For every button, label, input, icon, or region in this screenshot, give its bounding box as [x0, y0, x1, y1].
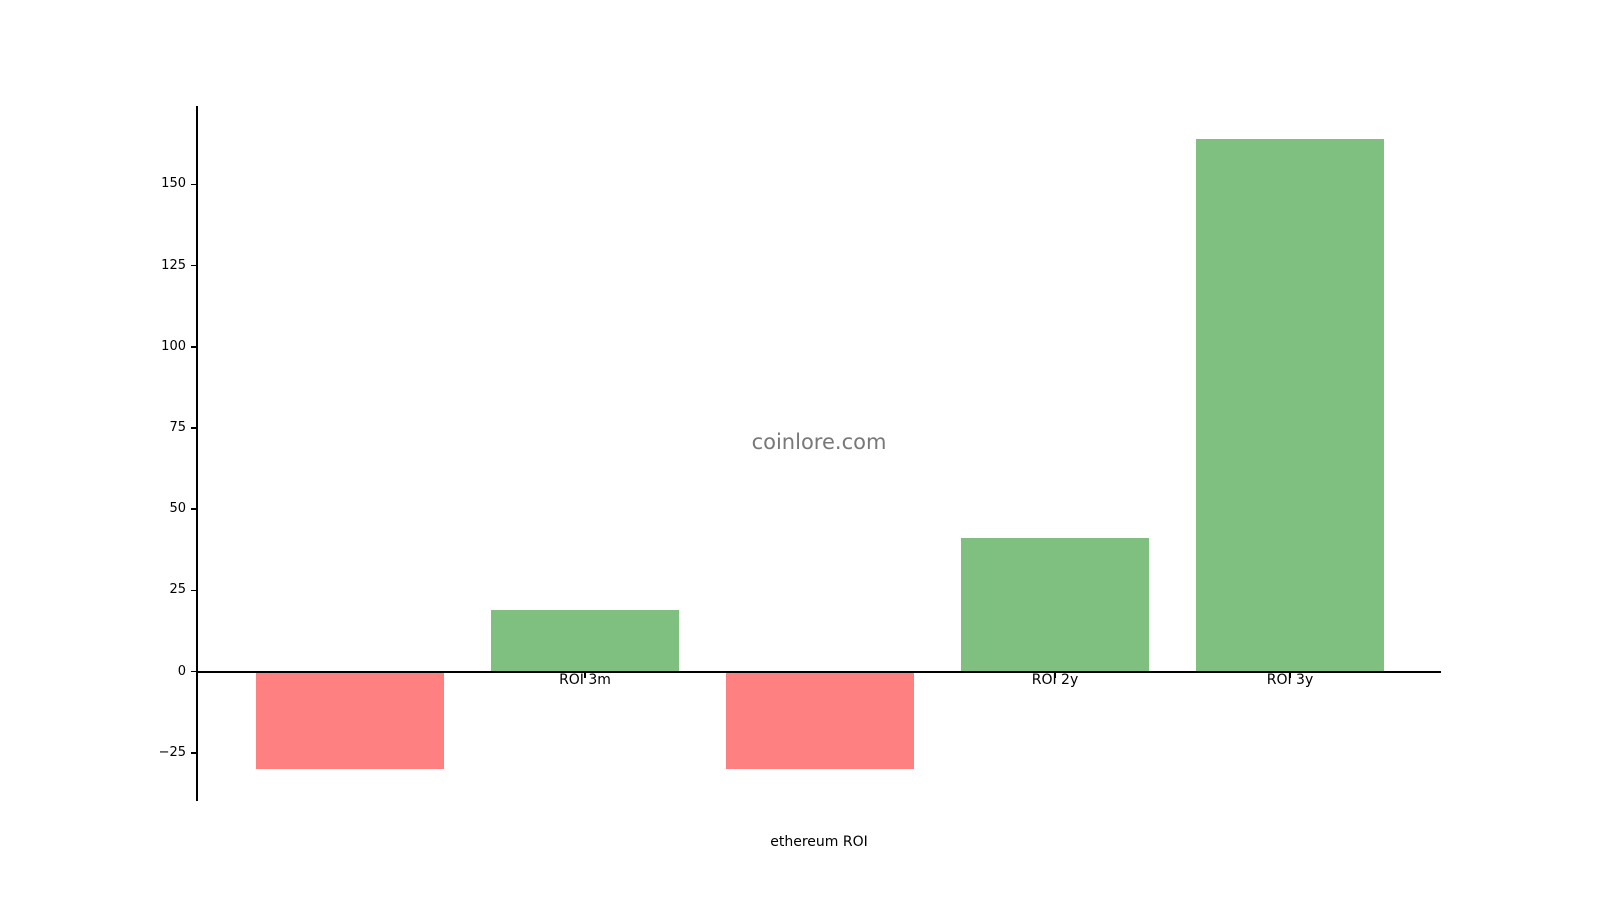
y-tick-label-25: 25: [169, 582, 186, 598]
x-tick-roi-3y: [1289, 671, 1291, 678]
x-axis-line: [196, 671, 1441, 673]
y-tick-0: [191, 670, 197, 673]
y-tick-label-75: 75: [169, 419, 186, 435]
coinlore-watermark: coinlore.com: [751, 430, 887, 454]
y-tick-75: [191, 427, 197, 429]
y-tick-label-100: 100: [161, 338, 186, 354]
bar-roi-3m: [491, 609, 679, 672]
x-axis-title: ethereum ROI: [770, 834, 868, 850]
x-tick-label-roi-3y: ROI 3y: [1266, 672, 1314, 689]
y-tick-label--25: −25: [158, 744, 186, 760]
y-tick-label-50: 50: [169, 501, 186, 517]
bar-unlabeled-1: [256, 671, 444, 770]
y-axis-line: [196, 106, 198, 801]
y-tick-25: [191, 589, 197, 592]
bar-roi-2y: [961, 538, 1149, 672]
y-tick-label-150: 150: [161, 176, 186, 192]
y-tick-label-125: 125: [161, 257, 186, 273]
y-tick--25: [191, 752, 197, 754]
x-tick-roi-3m: [584, 671, 586, 678]
x-tick-label-roi-3m: ROI 3m: [559, 672, 611, 689]
y-tick-label-0: 0: [177, 663, 186, 679]
x-tick-label-roi-2y: ROI 2y: [1031, 672, 1079, 689]
x-tick-roi-2y: [1054, 671, 1056, 678]
y-tick-125: [191, 264, 197, 267]
bar-roi-3y: [1196, 138, 1384, 672]
y-tick-50: [191, 508, 197, 510]
y-tick-100: [191, 346, 197, 348]
y-tick-150: [191, 183, 197, 186]
bar-unlabeled-3: [726, 671, 914, 770]
